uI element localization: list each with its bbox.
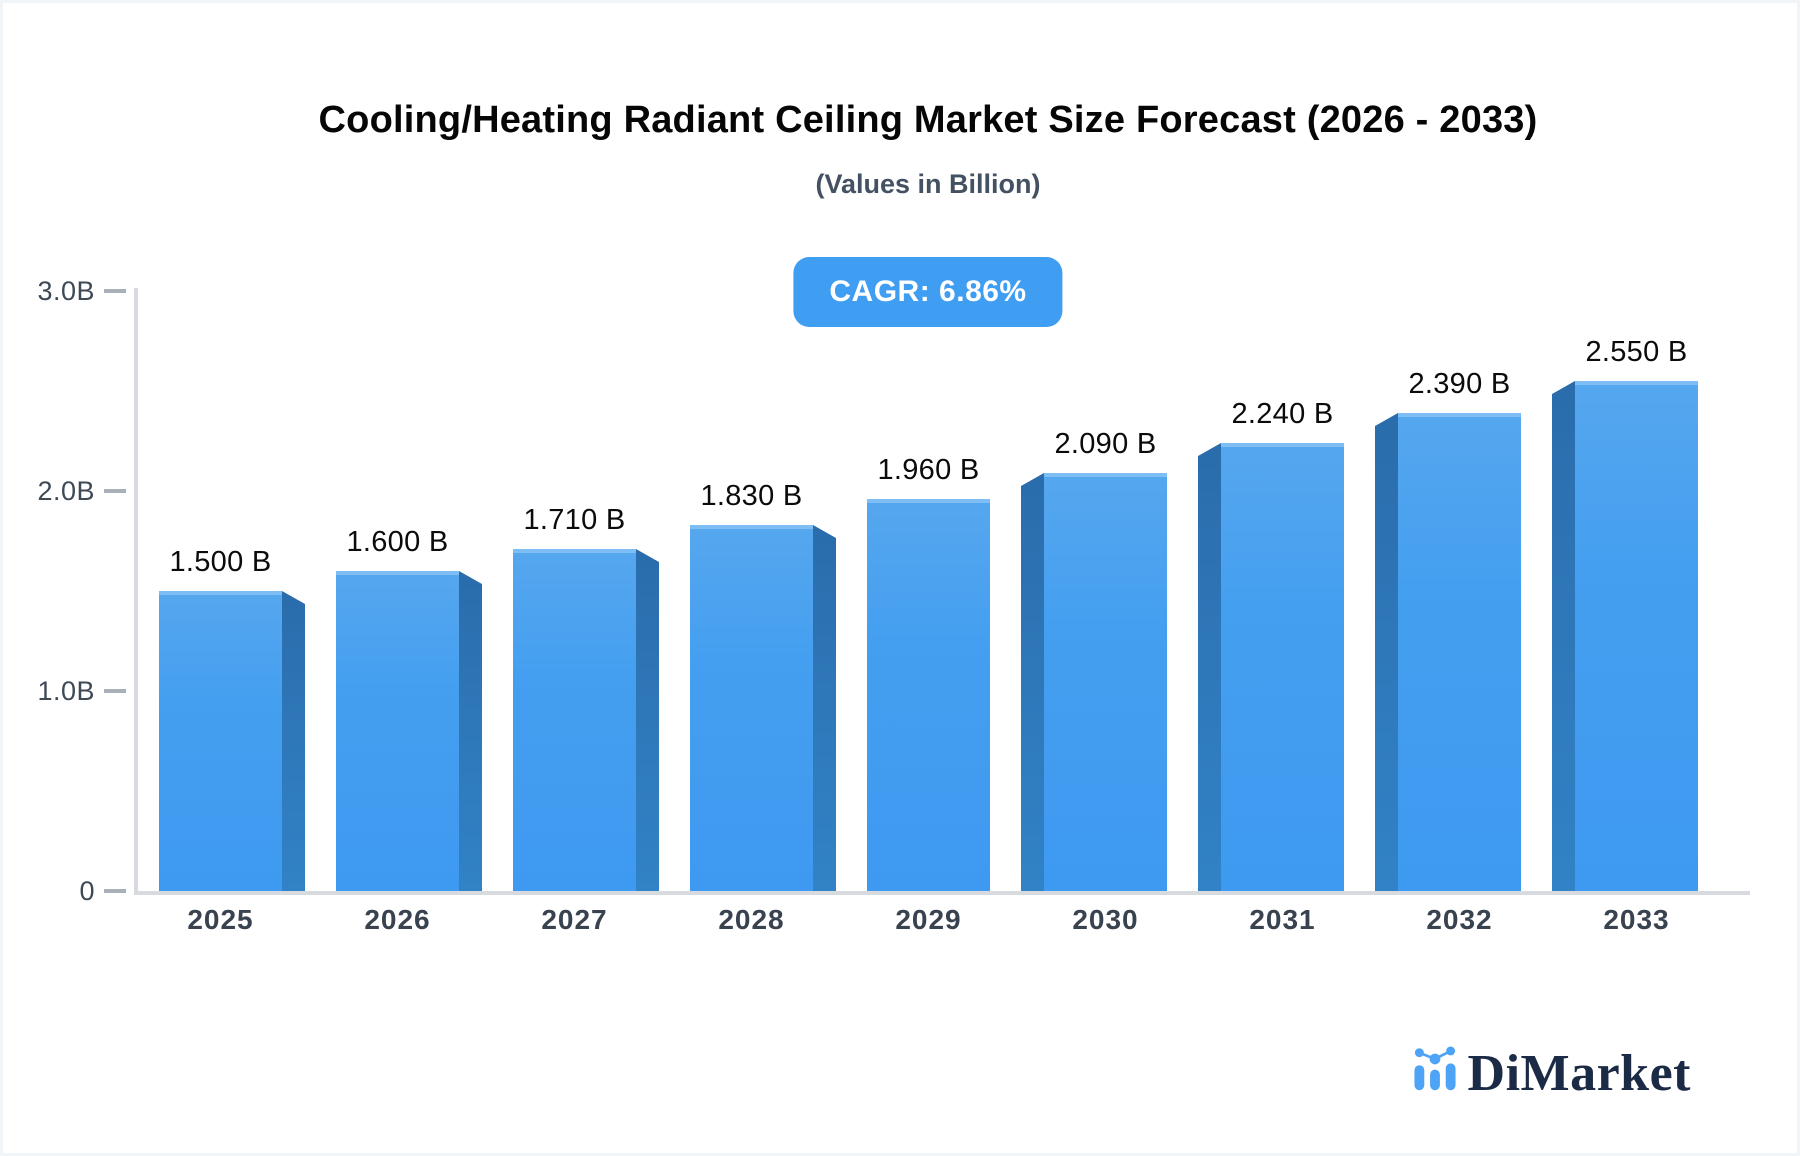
bar-value-label: 1.500 B — [169, 546, 272, 578]
bar-side-face — [1198, 443, 1221, 891]
bar-2029: 1.960 B — [867, 454, 990, 891]
bar-side-face — [282, 591, 305, 891]
x-axis-label-2031: 2031 — [1249, 904, 1316, 935]
x-axis-label-2033: 2033 — [1603, 904, 1670, 935]
bar-value-label: 2.240 B — [1231, 398, 1334, 430]
bar-front-face — [159, 591, 282, 891]
chart-subtitle: (Values in Billion) — [815, 169, 1041, 199]
bar-side-face — [1552, 381, 1575, 891]
y-axis-tick-label: 1.0B — [37, 676, 95, 706]
bar-front-face — [336, 571, 459, 891]
x-axis-label-2030: 2030 — [1072, 904, 1139, 935]
bar-front-face — [1044, 473, 1167, 891]
bar-value-label: 2.390 B — [1408, 368, 1511, 400]
x-axis-label-2026: 2026 — [364, 904, 431, 935]
bar-front-face — [690, 525, 813, 891]
bar-2027: 1.710 B — [513, 504, 659, 891]
bar-value-label: 2.090 B — [1054, 428, 1157, 460]
bar-value-label: 1.710 B — [523, 504, 626, 536]
bar-side-face — [636, 549, 659, 891]
y-axis-tick — [104, 489, 126, 493]
x-axis-label-2028: 2028 — [718, 904, 785, 935]
y-axis-tick-label: 0 — [79, 876, 95, 906]
x-axis-label-2027: 2027 — [541, 904, 608, 935]
x-axis-label-2025: 2025 — [187, 904, 254, 935]
brand-logo-text: DiMarket — [1467, 1045, 1691, 1102]
bar-side-face — [1021, 473, 1044, 891]
chart-title: Cooling/Heating Radiant Ceiling Market S… — [318, 99, 1538, 141]
bar-chart-trend-icon — [1412, 1042, 1458, 1097]
bar-front-face — [1221, 443, 1344, 891]
bar-value-label: 2.550 B — [1585, 336, 1688, 368]
bar-value-label: 1.960 B — [877, 454, 980, 486]
bar-value-label: 1.600 B — [346, 526, 449, 558]
bar-2031: 2.240 B — [1198, 398, 1344, 891]
bar-front-face — [867, 499, 990, 891]
bar-side-face — [1375, 413, 1398, 891]
y-axis-tick — [104, 689, 126, 693]
bar-front-face — [513, 549, 636, 891]
brand-logo: DiMarket — [1412, 1042, 1691, 1102]
y-axis-tick-label: 2.0B — [37, 476, 95, 506]
y-axis-tick — [104, 889, 126, 893]
bar-2033: 2.550 B — [1552, 336, 1698, 891]
bar-front-face — [1398, 413, 1521, 891]
cagr-badge: CAGR: 6.86% — [793, 257, 1063, 327]
bar-value-label: 1.830 B — [700, 480, 803, 512]
bar-2025: 1.500 B — [159, 546, 305, 891]
bar-side-face — [813, 525, 836, 891]
y-axis-tick-label: 3.0B — [37, 276, 95, 306]
plot-area: 1.500 B 2025 1.600 B 2026 1.710 B 2027 1.830 B… — [134, 288, 1750, 935]
bar-2032: 2.390 B — [1375, 368, 1521, 891]
y-axis-tick — [104, 289, 126, 293]
bar-front-face — [1575, 381, 1698, 891]
bar-2030: 2.090 B — [1021, 428, 1167, 891]
bar-2026: 1.600 B — [336, 526, 482, 891]
bar-2028: 1.830 B — [690, 480, 836, 891]
x-axis-label-2032: 2032 — [1426, 904, 1493, 935]
bar-side-face — [459, 571, 482, 891]
x-axis-label-2029: 2029 — [895, 904, 962, 935]
